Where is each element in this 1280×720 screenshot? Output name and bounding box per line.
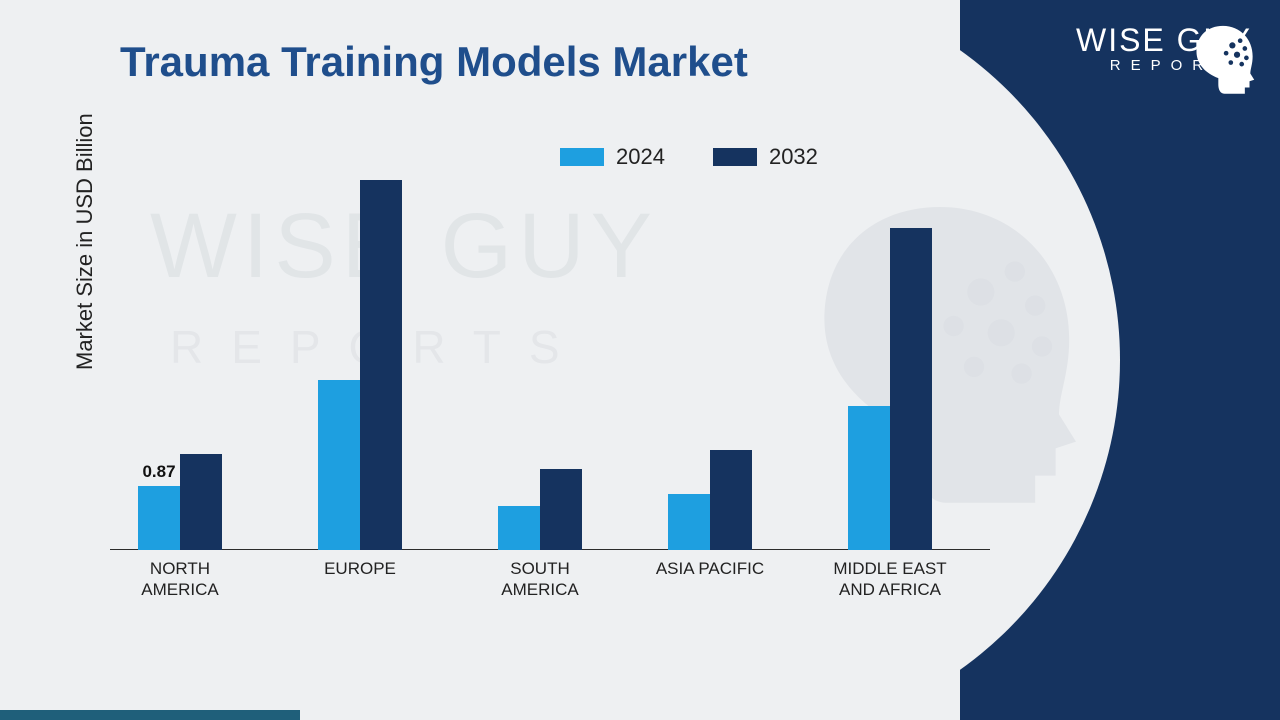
category-label: ASIA PACIFIC bbox=[645, 558, 775, 579]
bar-chart: 0.87NORTH AMERICA EUROPE SOUTH AMERICA ASIA… bbox=[110, 180, 990, 550]
bar-2032 bbox=[710, 450, 752, 550]
category-label: EUROPE bbox=[295, 558, 425, 579]
bar-2024: 0.87 bbox=[138, 486, 180, 550]
bar-2032 bbox=[180, 454, 222, 550]
bar-2032 bbox=[540, 469, 582, 550]
legend-label-2032: 2032 bbox=[769, 144, 818, 170]
bar-group: MIDDLE EAST AND AFRICA bbox=[820, 228, 960, 550]
bar-2032 bbox=[360, 180, 402, 550]
category-label: SOUTH AMERICA bbox=[475, 558, 605, 601]
legend-item-2024: 2024 bbox=[560, 144, 665, 170]
bar-2024 bbox=[318, 380, 360, 550]
category-label: NORTH AMERICA bbox=[115, 558, 245, 601]
head-silhouette-icon bbox=[1184, 22, 1262, 100]
bar-group: SOUTH AMERICA bbox=[470, 469, 610, 550]
bar-2024 bbox=[498, 506, 540, 550]
chart-title: Trauma Training Models Market bbox=[120, 38, 748, 86]
bar-2032 bbox=[890, 228, 932, 550]
legend: 2024 2032 bbox=[560, 144, 818, 170]
legend-item-2032: 2032 bbox=[713, 144, 818, 170]
footer-accent-bar bbox=[0, 710, 300, 720]
bar-group: 0.87NORTH AMERICA bbox=[110, 454, 250, 550]
bar-group: ASIA PACIFIC bbox=[640, 450, 780, 550]
legend-label-2024: 2024 bbox=[616, 144, 665, 170]
y-axis-label: Market Size in USD Billion bbox=[72, 113, 98, 370]
bar-group: EUROPE bbox=[290, 180, 430, 550]
category-label: MIDDLE EAST AND AFRICA bbox=[825, 558, 955, 601]
brand-logo: WISE GUY REPORTS bbox=[1076, 22, 1252, 74]
legend-swatch-2024 bbox=[560, 148, 604, 166]
bar-2024 bbox=[848, 406, 890, 550]
bar-value-label: 0.87 bbox=[142, 462, 175, 482]
legend-swatch-2032 bbox=[713, 148, 757, 166]
bar-2024 bbox=[668, 494, 710, 550]
